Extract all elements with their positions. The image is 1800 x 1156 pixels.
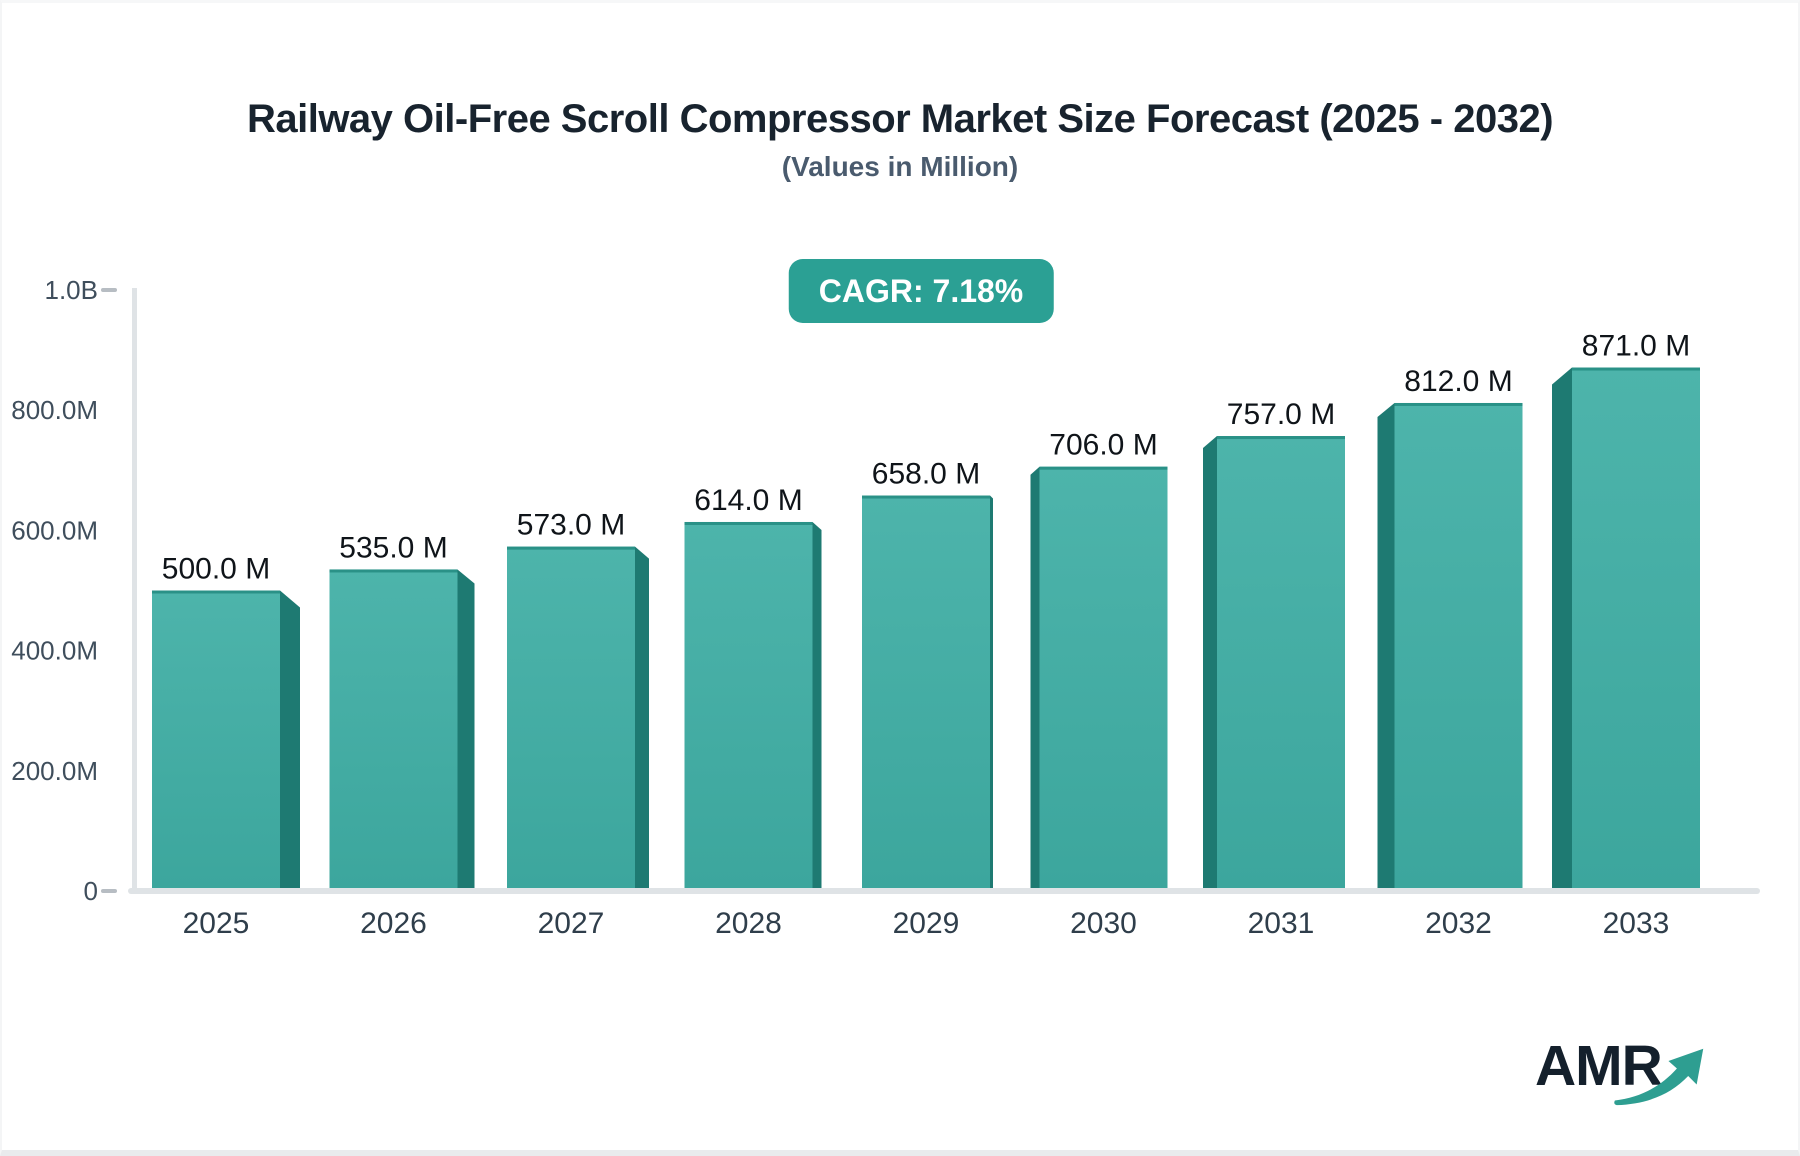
bar-top-edge — [1572, 367, 1700, 371]
x-axis-label-2031: 2031 — [1248, 907, 1315, 940]
cagr-badge-label: CAGR: 7.18% — [818, 273, 1024, 309]
bar-top-edge — [684, 521, 813, 525]
bar-2030[interactable] — [1039, 466, 1168, 891]
bar-2032[interactable] — [1394, 402, 1523, 891]
bar-value-label: 658.0 M — [872, 458, 980, 491]
x-axis-label-2025: 2025 — [183, 907, 250, 940]
bar-side-2028 — [812, 521, 822, 891]
amr-logo: AMR — [1535, 1033, 1715, 1113]
bar-2031[interactable] — [1217, 436, 1345, 891]
bar-2028[interactable] — [684, 521, 813, 891]
bar-2027[interactable] — [507, 546, 635, 891]
y-axis-label-600.0M: 600.0M — [11, 515, 98, 545]
y-axis-line — [132, 288, 137, 894]
bar-side-2032 — [1377, 402, 1395, 891]
amr-logo-text: AMR — [1535, 1034, 1663, 1098]
bar-2026[interactable] — [329, 569, 458, 891]
bar-side-2029 — [990, 495, 993, 891]
y-axis-label-1.0B: 1.0B — [45, 275, 99, 305]
y-axis-label-800.0M: 800.0M — [11, 395, 98, 425]
bar-side-2025 — [280, 590, 300, 891]
x-axis-label-2027: 2027 — [538, 907, 605, 940]
bar-top-edge — [1039, 466, 1168, 470]
bar-value-label: 757.0 M — [1227, 398, 1335, 431]
x-axis-label-2029: 2029 — [893, 907, 960, 940]
bar-top-edge — [1217, 436, 1345, 440]
bar-value-label: 812.0 M — [1404, 365, 1512, 398]
bar-chart-canvas: 500.0 M 2025 535.0 M 2026 573.0 M 2027 614.0 M… — [11, 275, 1760, 940]
bar-value-label: 614.0 M — [694, 484, 802, 517]
bar-side-2030 — [1030, 466, 1040, 891]
chart-title: Railway Oil-Free Scroll Compressor Marke… — [246, 97, 1554, 141]
bar-top-edge — [862, 495, 990, 499]
x-axis-label-2030: 2030 — [1070, 907, 1137, 940]
bar-2029[interactable] — [862, 495, 990, 891]
bar-side-2031 — [1203, 436, 1217, 891]
bar-top-edge — [152, 590, 280, 594]
bar-top-edge — [1394, 402, 1523, 406]
y-axis-tick — [101, 889, 117, 893]
x-axis-label-2026: 2026 — [360, 907, 427, 940]
x-axis-label-2033: 2033 — [1603, 907, 1670, 940]
bar-value-label: 706.0 M — [1049, 429, 1157, 462]
bar-value-label: 573.0 M — [517, 509, 625, 542]
bar-top-edge — [507, 546, 635, 550]
y-axis-tick — [101, 288, 117, 292]
y-axis-label-400.0M: 400.0M — [11, 636, 98, 666]
bar-value-label: 535.0 M — [339, 531, 447, 564]
x-axis-label-2028: 2028 — [715, 907, 782, 940]
x-axis-line — [128, 888, 1760, 894]
bar-value-label: 500.0 M — [162, 553, 270, 586]
bar-2033[interactable] — [1572, 367, 1700, 891]
bar-side-2033 — [1552, 367, 1572, 891]
bar-2025[interactable] — [152, 590, 280, 892]
y-axis-label-200.0M: 200.0M — [11, 756, 98, 786]
cagr-badge: CAGR: 7.18% — [788, 259, 1054, 323]
x-axis-label-2032: 2032 — [1425, 907, 1492, 940]
bar-side-2027 — [635, 546, 649, 891]
bar-side-2026 — [457, 569, 475, 891]
chart-subtitle: (Values in Million) — [781, 151, 1019, 182]
bar-top-edge — [329, 569, 458, 573]
growth-arrow-icon — [1614, 1048, 1704, 1106]
y-axis-label-0: 0 — [84, 876, 98, 906]
bar-value-label: 871.0 M — [1582, 330, 1690, 363]
